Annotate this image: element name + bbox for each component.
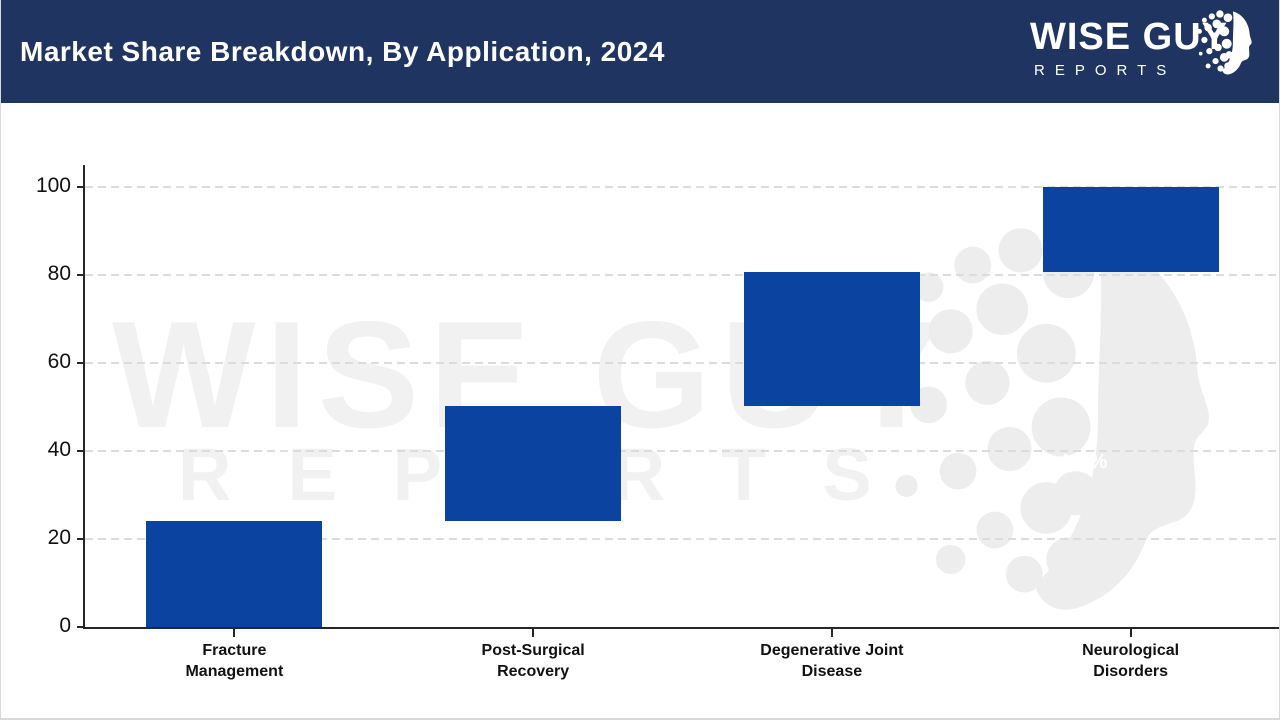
wiseguy-logo-graphic: WISE GUY REPORTS <box>1030 10 1252 79</box>
category-label-line: Disorders <box>1093 663 1168 681</box>
gridline-y-80 <box>85 274 1280 276</box>
left-frame-line <box>0 0 1 720</box>
x-axis-spine <box>83 627 1280 629</box>
category-label-line: Recovery <box>497 663 570 681</box>
gridline-y-40 <box>85 450 1280 452</box>
gridline-y-20 <box>85 538 1280 540</box>
logo-secondary-text: REPORTS <box>1034 62 1176 79</box>
category-label-line: Management <box>185 663 284 681</box>
gridline-y-100 <box>85 186 1280 188</box>
head-dots-icon <box>1196 10 1252 75</box>
category-label-1: Post-Surgical Recovery <box>393 640 673 682</box>
bar-segment-3 <box>1042 187 1219 272</box>
bar-segment-2 <box>743 271 920 406</box>
y-tick-40 <box>77 450 85 452</box>
logo-primary-text: WISE GUY <box>1030 16 1228 58</box>
category-label-2: Degenerative Joint Disease <box>692 640 972 682</box>
category-label-line: Degenerative Joint <box>760 642 904 659</box>
x-tick-0 <box>233 629 236 637</box>
page-title: Market Share Breakdown, By Application, … <box>20 35 665 67</box>
gridline-y-60 <box>85 362 1280 364</box>
y-tick-label-80: 80 <box>47 262 71 285</box>
category-label-line: Post-Surgical <box>481 642 585 659</box>
y-tick-20 <box>77 538 85 540</box>
bar-value-label-2: 30.4% <box>744 326 1280 349</box>
x-tick-2 <box>830 629 833 637</box>
y-tick-0 <box>77 626 85 628</box>
category-label-0: Fracture Management <box>94 640 374 682</box>
category-label-line: Fracture <box>202 642 267 659</box>
x-tick-1 <box>532 629 535 637</box>
y-axis-spine <box>83 165 85 629</box>
y-tick-label-0: 0 <box>59 614 71 637</box>
bar-value-label-1: XX% <box>1062 450 1108 473</box>
y-tick-label-40: 40 <box>47 438 71 461</box>
y-tick-label-20: 20 <box>47 526 71 549</box>
bar-value-label-3: XX% <box>1043 216 1280 239</box>
y-tick-60 <box>77 362 85 364</box>
bar-value-label-0: XX% <box>764 561 809 584</box>
x-tick-3 <box>1129 629 1132 637</box>
category-label-line: Neurological <box>1082 642 1180 659</box>
y-tick-80 <box>77 274 85 276</box>
header-bar: Market Share Breakdown, By Application, … <box>0 0 1280 103</box>
bottom-frame-line <box>0 718 1280 720</box>
bar-segment-0 <box>146 521 323 627</box>
y-tick-label-100: 100 <box>35 174 71 197</box>
bar-segment-1 <box>445 405 622 522</box>
category-label-line: Disease <box>801 663 863 681</box>
category-label-3: Neurological Disorders <box>991 640 1271 682</box>
wiseguy-logo: WISE GUY REPORTS <box>1028 3 1266 100</box>
y-tick-100 <box>77 186 85 188</box>
y-tick-label-60: 60 <box>47 350 71 373</box>
